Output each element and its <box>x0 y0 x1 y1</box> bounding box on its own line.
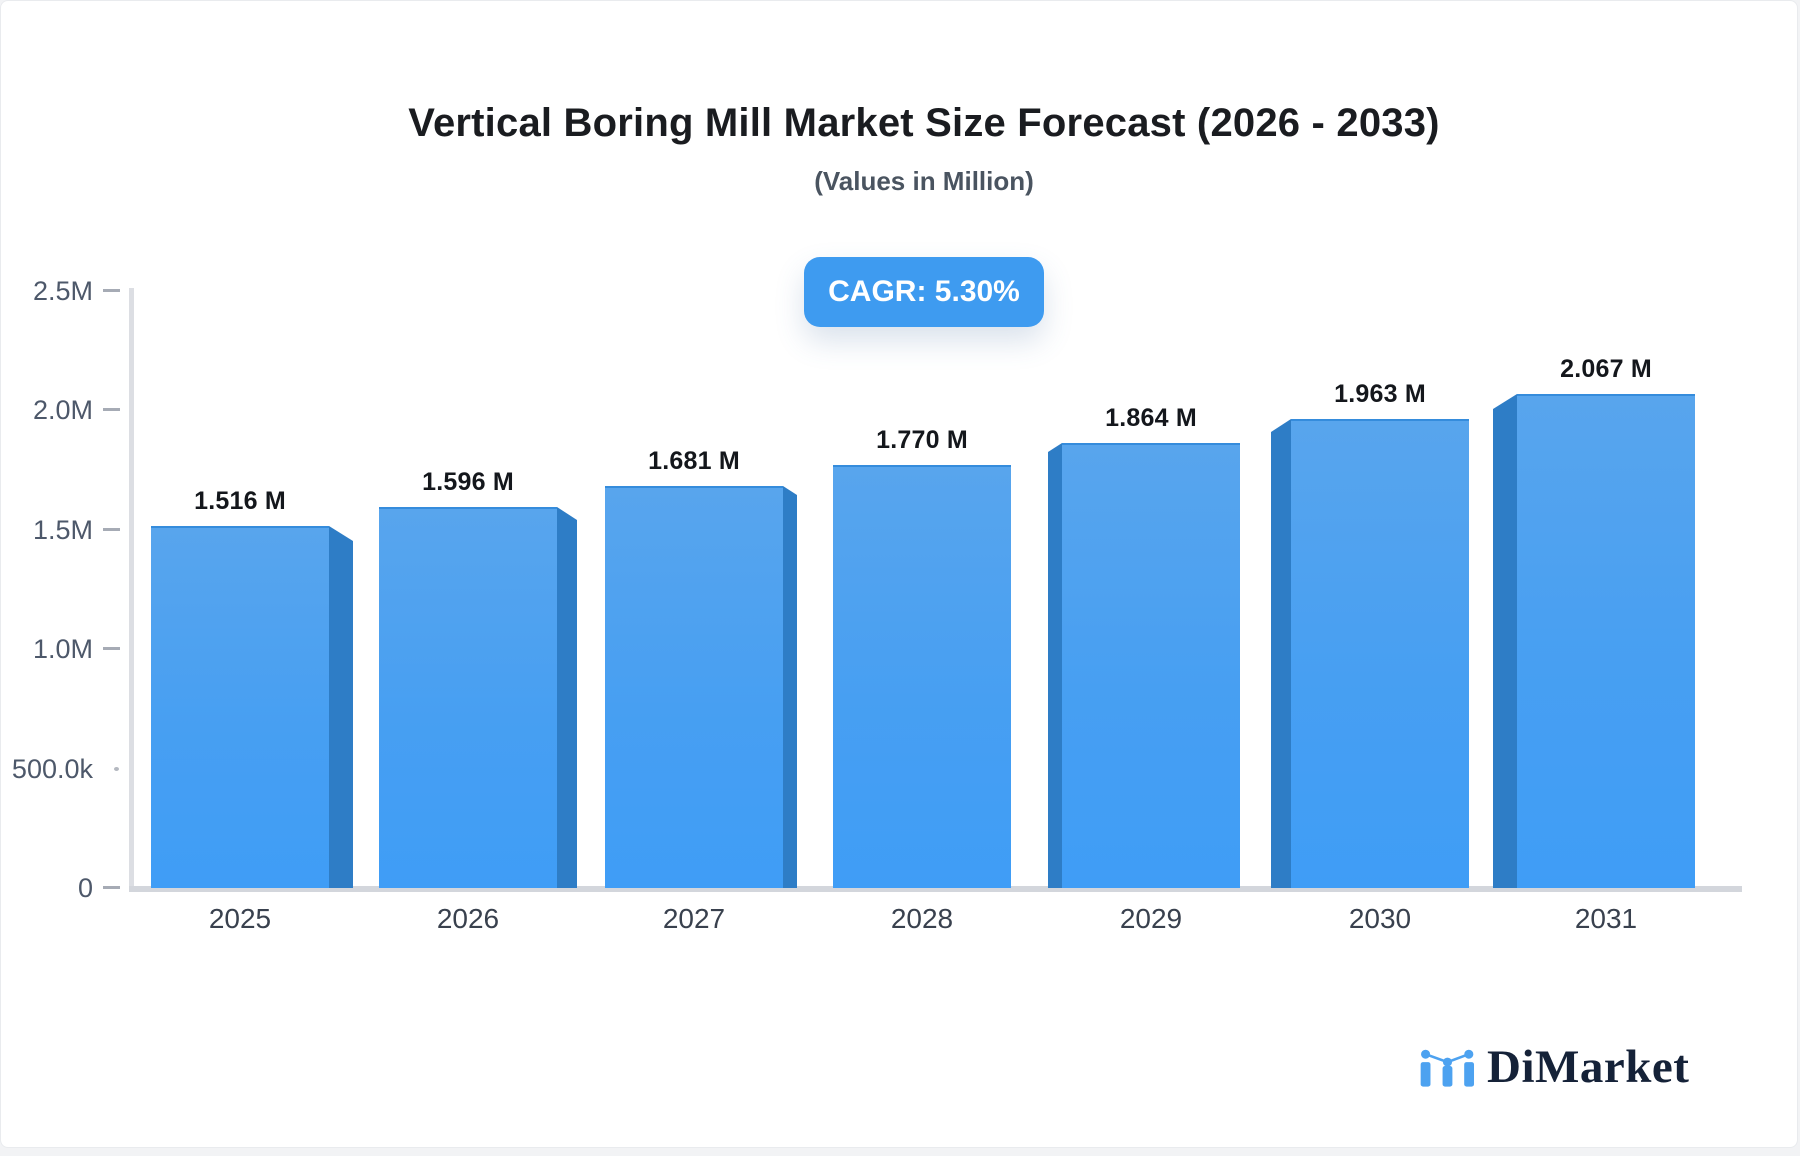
bar-2031[interactable] <box>1493 394 1695 888</box>
bar-2029[interactable] <box>1048 443 1240 888</box>
x-axis-label: 2029 <box>1119 903 1183 934</box>
y-axis-line <box>129 288 134 890</box>
bar-side <box>783 486 797 888</box>
bar-face <box>151 526 329 888</box>
bar-face <box>605 486 783 888</box>
bar-face <box>1291 419 1469 888</box>
bar-value-label: 1.963 M <box>1334 380 1426 408</box>
x-axis-label: 2026 <box>436 903 500 934</box>
bar-side <box>557 507 577 888</box>
bar-2026[interactable] <box>379 507 577 888</box>
x-axis-label: 2030 <box>1348 903 1412 934</box>
brand-name: DiMarket <box>1487 1041 1690 1093</box>
bar-value-label: 1.681 M <box>648 447 740 475</box>
bar-2027[interactable] <box>605 486 797 888</box>
bar-value-label: 1.596 M <box>422 468 514 496</box>
y-axis-tick <box>103 527 120 531</box>
bar-2025[interactable] <box>151 526 353 888</box>
cagr-badge-row: CAGR: 5.30% <box>104 257 1744 327</box>
y-axis-tick <box>103 647 120 650</box>
bar-2028[interactable] <box>833 465 1011 888</box>
bar-chart-icon <box>1420 1049 1475 1087</box>
bar-face <box>1517 394 1695 888</box>
x-axis-label: 2031 <box>1574 903 1638 934</box>
y-axis-tick <box>103 886 120 889</box>
x-axis-label: 2027 <box>662 903 726 934</box>
bar-value-label: 1.770 M <box>876 426 968 454</box>
bar-face <box>833 465 1011 888</box>
bar-2030[interactable] <box>1271 419 1469 888</box>
x-axis-label: 2028 <box>890 903 954 934</box>
bar-side <box>329 526 353 888</box>
y-axis-tick-label: 2.5M <box>32 275 93 306</box>
bar-side <box>1048 443 1062 888</box>
y-axis-tick-label: 1.0M <box>32 634 93 664</box>
bar-value-label: 1.516 M <box>194 487 286 515</box>
chart-title: Vertical Boring Mill Market Size Forecas… <box>408 101 1440 145</box>
bar-side <box>1271 419 1291 888</box>
bar-side <box>1493 394 1517 888</box>
bar-face <box>379 507 557 888</box>
x-axis-label: 2025 <box>208 903 272 934</box>
x-axis-line <box>129 886 1742 892</box>
y-axis-tick-label: 1.5M <box>32 514 93 545</box>
bar-value-label: 1.864 M <box>1105 404 1197 432</box>
bar-value-label: 2.067 M <box>1560 355 1652 383</box>
chart-subtitle: (Values in Million) <box>814 166 1034 196</box>
y-axis-tick <box>103 408 120 411</box>
y-axis-tick-label: 500.0k <box>11 753 93 784</box>
y-axis-tick-label: 2.0M <box>32 395 93 425</box>
cagr-badge: CAGR: 5.30% <box>804 257 1044 327</box>
y-axis-tick-label: 0 <box>77 873 93 903</box>
y-axis-tick <box>103 288 120 292</box>
y-axis-tick <box>114 766 119 771</box>
brand-logo: DiMarket <box>1418 1041 1690 1093</box>
bar-face <box>1062 443 1240 888</box>
